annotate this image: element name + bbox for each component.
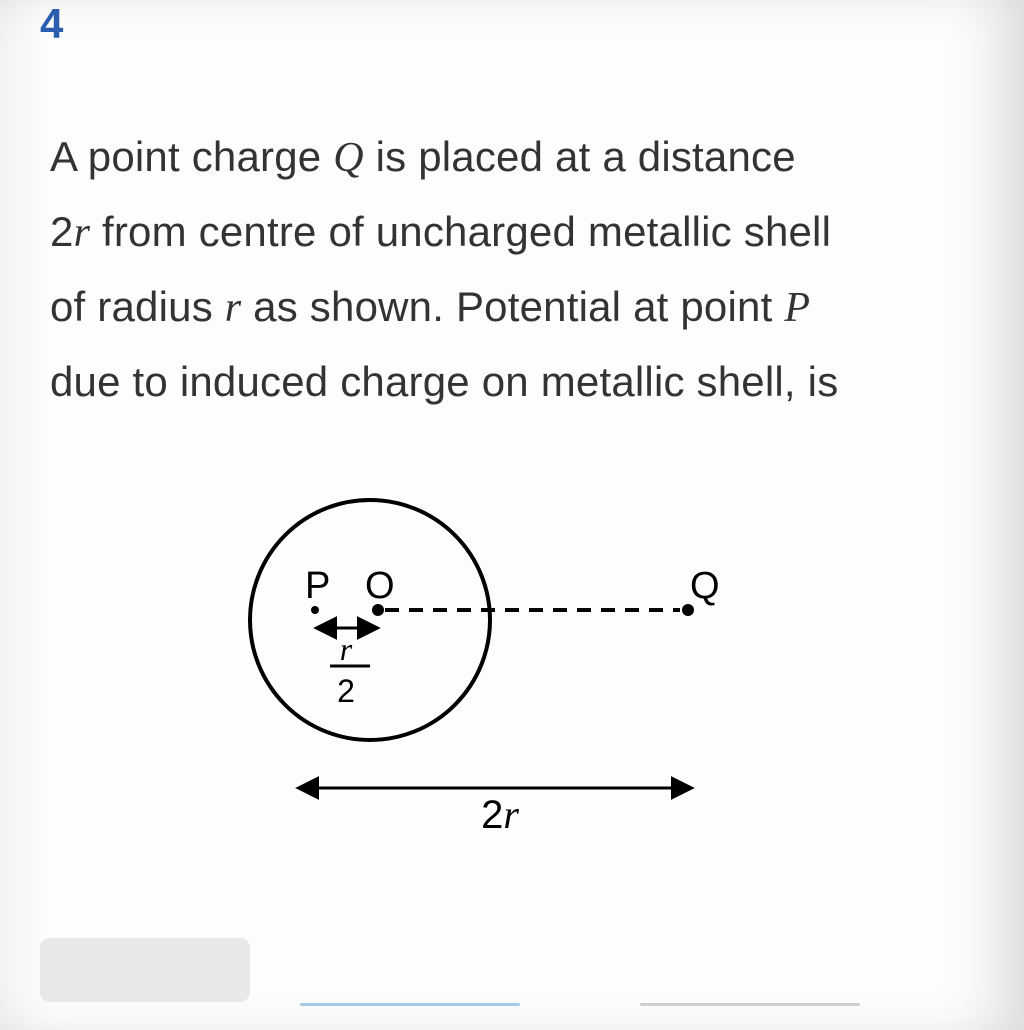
diagram-svg: r 2 P O Q 2r xyxy=(220,480,820,860)
label-r-num: r xyxy=(340,631,353,667)
var-r: r xyxy=(225,285,242,331)
text: from centre of uncharged metallic shell xyxy=(90,208,831,255)
diagram: r 2 P O Q 2r xyxy=(220,480,820,840)
point-P xyxy=(311,606,319,614)
text: 2 xyxy=(50,208,74,255)
var-P: P xyxy=(784,285,810,331)
bottom-pill xyxy=(40,938,250,1002)
label-Q: Q xyxy=(690,565,720,607)
text: is placed at a distance xyxy=(364,133,796,180)
var-Q: Q xyxy=(333,135,364,181)
shell-circle xyxy=(250,500,490,740)
text: A point charge xyxy=(50,133,333,180)
bottom-underline-2 xyxy=(640,1003,860,1006)
label-O: O xyxy=(365,565,395,607)
label-P: P xyxy=(305,565,330,607)
text: as shown. Potential at point xyxy=(241,283,784,330)
text: of radius xyxy=(50,283,225,330)
question-number: 4 xyxy=(40,0,63,48)
label-r-den: 2 xyxy=(337,673,355,709)
bottom-underline-1 xyxy=(300,1003,520,1006)
var-r: r xyxy=(74,210,91,256)
label-2r: 2r xyxy=(481,792,519,837)
text: due to induced charge on metallic shell,… xyxy=(50,358,838,405)
page: 4 A point charge Q is placed at a distan… xyxy=(0,0,1024,1030)
question-text: A point charge Q is placed at a distance… xyxy=(50,120,964,419)
